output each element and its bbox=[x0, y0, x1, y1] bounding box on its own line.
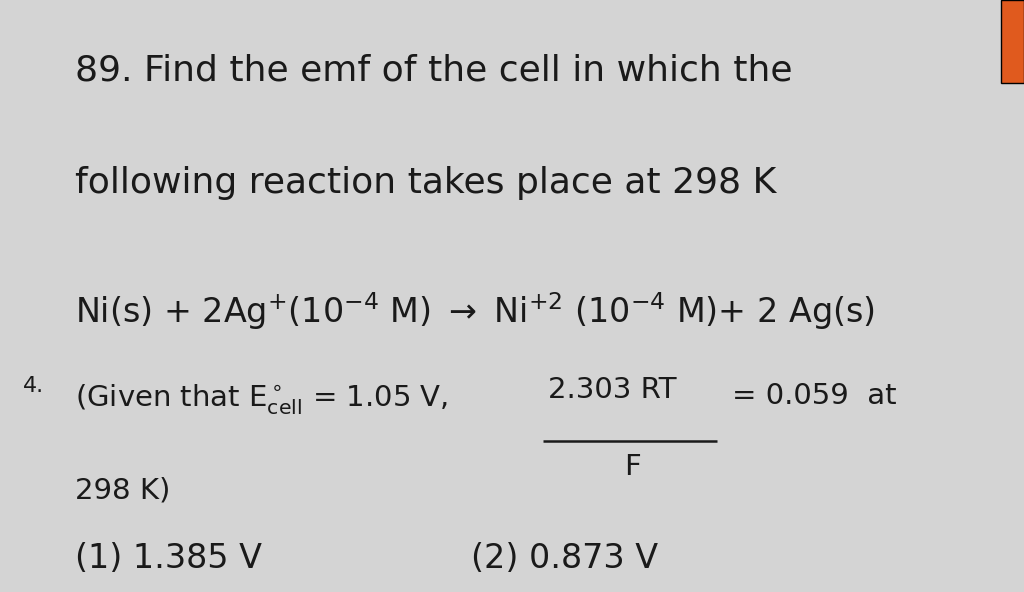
Text: following reaction takes place at 298 K: following reaction takes place at 298 K bbox=[75, 166, 776, 200]
Text: 298 K): 298 K) bbox=[75, 477, 170, 504]
Text: F: F bbox=[624, 453, 641, 481]
Text: 89. Find the emf of the cell in which the: 89. Find the emf of the cell in which th… bbox=[75, 53, 793, 87]
Text: Ni(s) + 2Ag$^{+}$(10$^{-4}$ M) $\rightarrow$ Ni$^{+2}$ (10$^{-4}$ M)+ 2 Ag(s): Ni(s) + 2Ag$^{+}$(10$^{-4}$ M) $\rightar… bbox=[75, 290, 874, 332]
Text: = 0.059  at: = 0.059 at bbox=[732, 382, 897, 410]
Text: 2.303 RT: 2.303 RT bbox=[548, 376, 676, 404]
Text: (Given that $\mathrm{E}^\circ_{\mathrm{cell}}$ = 1.05 V,: (Given that $\mathrm{E}^\circ_{\mathrm{c… bbox=[75, 382, 447, 416]
Text: 4.: 4. bbox=[23, 376, 44, 396]
FancyBboxPatch shape bbox=[1001, 0, 1024, 83]
Text: (1) 1.385 V: (1) 1.385 V bbox=[75, 542, 262, 575]
Text: (2) 0.873 V: (2) 0.873 V bbox=[471, 542, 658, 575]
